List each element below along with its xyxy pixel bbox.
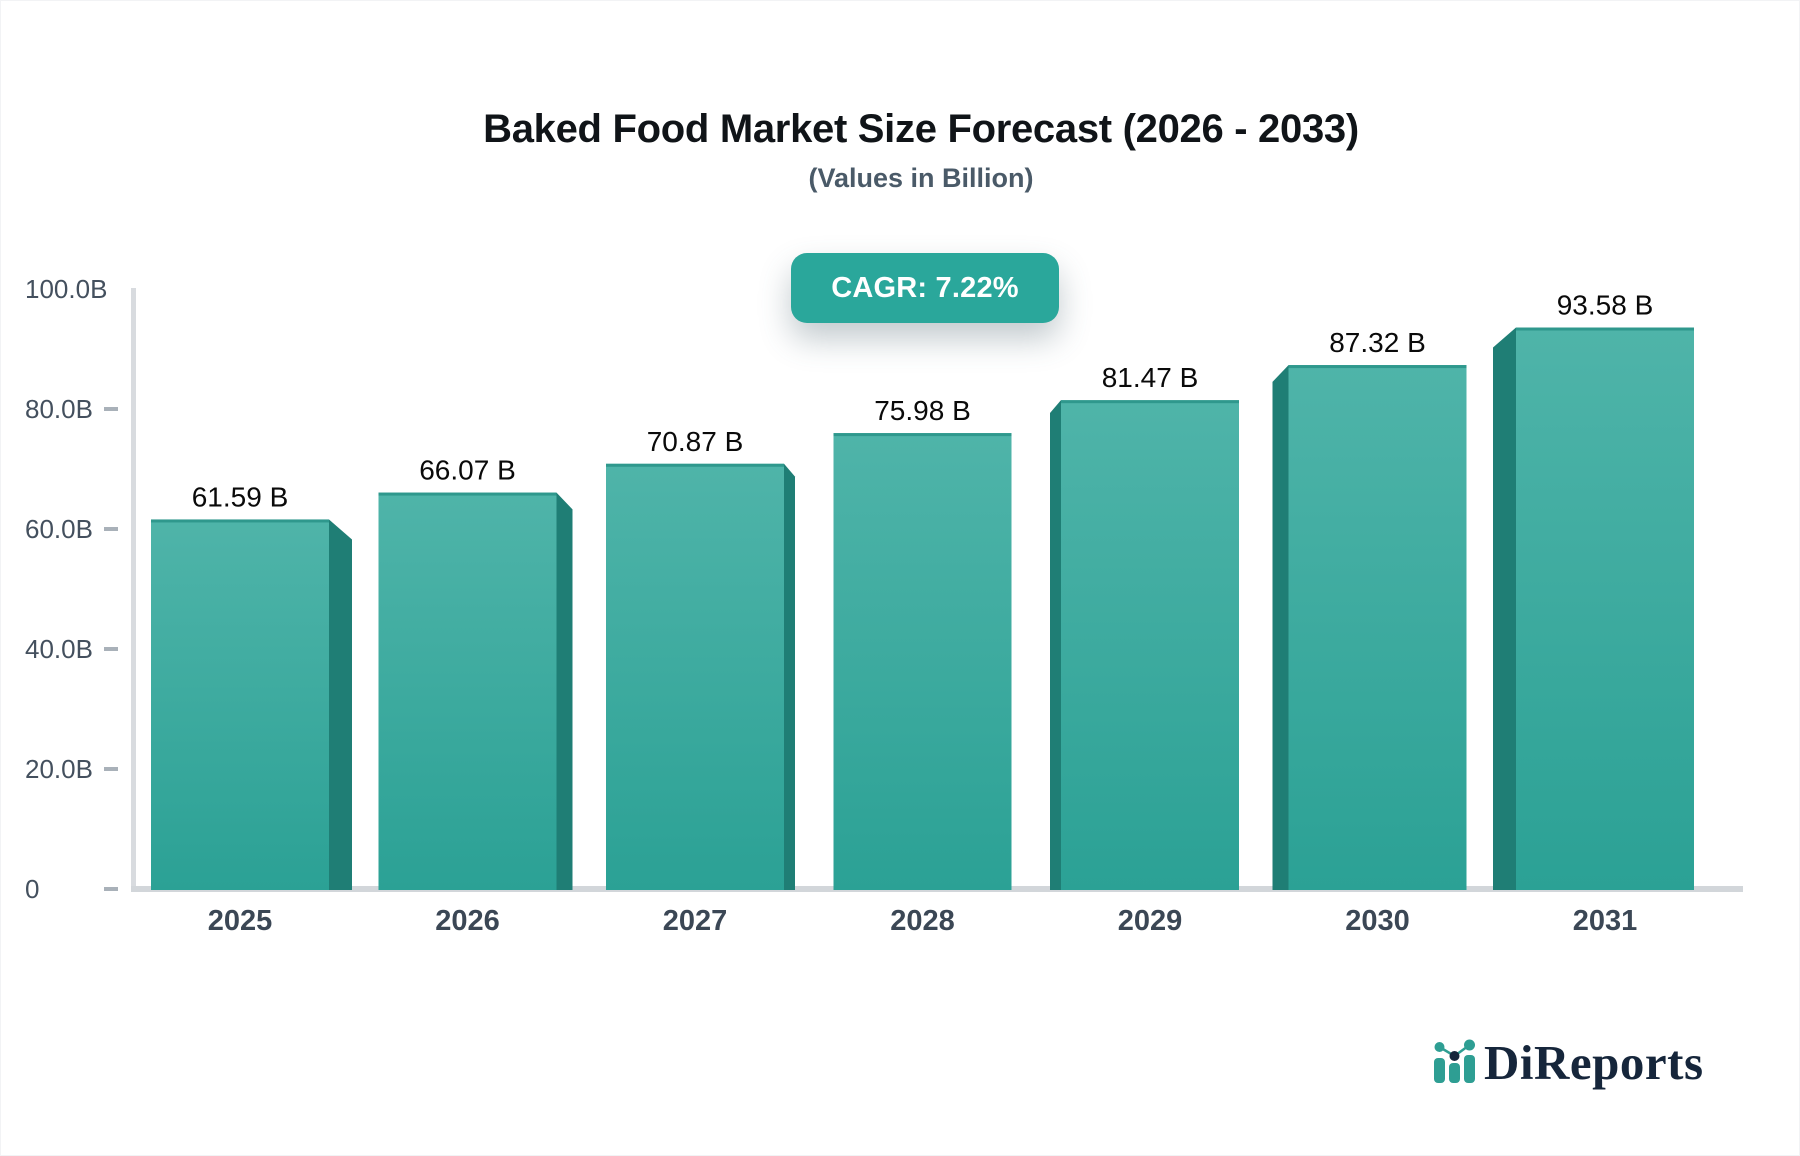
- bars-layer: [151, 327, 1694, 891]
- bar: [1516, 327, 1694, 890]
- bar-value-label: 70.87 B: [647, 426, 744, 457]
- bar-value-label: 61.59 B: [192, 481, 289, 512]
- bar-side-bevel: [1493, 327, 1516, 890]
- bar-side-bevel: [784, 463, 795, 890]
- x-tick-label: 2026: [435, 905, 500, 937]
- bar-top-edge: [151, 519, 329, 523]
- cagr-badge: CAGR: 7.22%: [791, 253, 1059, 323]
- y-tick-label: 40.0B: [25, 634, 93, 664]
- y-tick-label: 20.0B: [25, 754, 93, 784]
- bar: [606, 463, 784, 890]
- bar-top-edge: [1516, 327, 1694, 331]
- bar-top-edge: [1288, 365, 1467, 369]
- x-tick-label: 2029: [1118, 905, 1183, 937]
- bar-top-edge: [378, 492, 557, 496]
- bar-value-label: 75.98 B: [874, 395, 971, 426]
- bar: [378, 492, 557, 890]
- y-tick-dash: [104, 527, 118, 531]
- x-tick-label: 2031: [1573, 905, 1638, 937]
- bar-side-bevel: [1272, 365, 1289, 891]
- bar-value-label: 81.47 B: [1102, 362, 1199, 393]
- chart-subtitle: (Values in Billion): [808, 163, 1034, 193]
- x-tick-label: 2025: [208, 905, 273, 937]
- mini-bar-chart-icon: [1434, 1039, 1475, 1083]
- x-tick-label: 2027: [663, 905, 728, 937]
- bar-top-edge: [606, 463, 784, 467]
- direports-logo-text: DiReports: [1484, 1035, 1704, 1090]
- bar-top-edge: [1061, 400, 1239, 404]
- y-axis-line: [131, 288, 136, 892]
- bar-value-label: 87.32 B: [1329, 327, 1426, 358]
- y-tick-label: 80.0B: [25, 394, 93, 424]
- bar-value-label: 66.07 B: [419, 455, 516, 486]
- bar: [151, 519, 329, 890]
- direports-logo: DiReports: [1431, 1037, 1704, 1087]
- bar-side-bevel: [1050, 400, 1061, 890]
- y-tick-label: 0: [25, 874, 39, 904]
- y-tick-dash: [104, 887, 118, 891]
- bar-side-bevel: [556, 492, 573, 890]
- y-tick-label: 60.0B: [25, 514, 93, 544]
- chart-title: Baked Food Market Size Forecast (2026 - …: [483, 107, 1359, 151]
- y-tick-dash: [104, 407, 118, 411]
- y-tick-dash: [104, 767, 118, 771]
- bar: [833, 433, 1012, 890]
- bar: [1061, 400, 1239, 890]
- bar-top-edge: [833, 433, 1012, 437]
- bar-value-label: 93.58 B: [1557, 290, 1654, 321]
- y-tick-label: 100.0B: [25, 274, 107, 304]
- x-tick-label: 2030: [1345, 905, 1410, 937]
- y-tick-dash: [104, 647, 118, 651]
- bar: [1288, 365, 1467, 891]
- labels-layer: 0 20.0B 40.0B 60.0B 80.0B 100.0B 61.59 B 2025 66…: [25, 274, 1653, 937]
- cagr-badge-label: CAGR: 7.22%: [831, 271, 1019, 304]
- bar-side-bevel: [329, 519, 352, 890]
- x-tick-label: 2028: [890, 905, 955, 937]
